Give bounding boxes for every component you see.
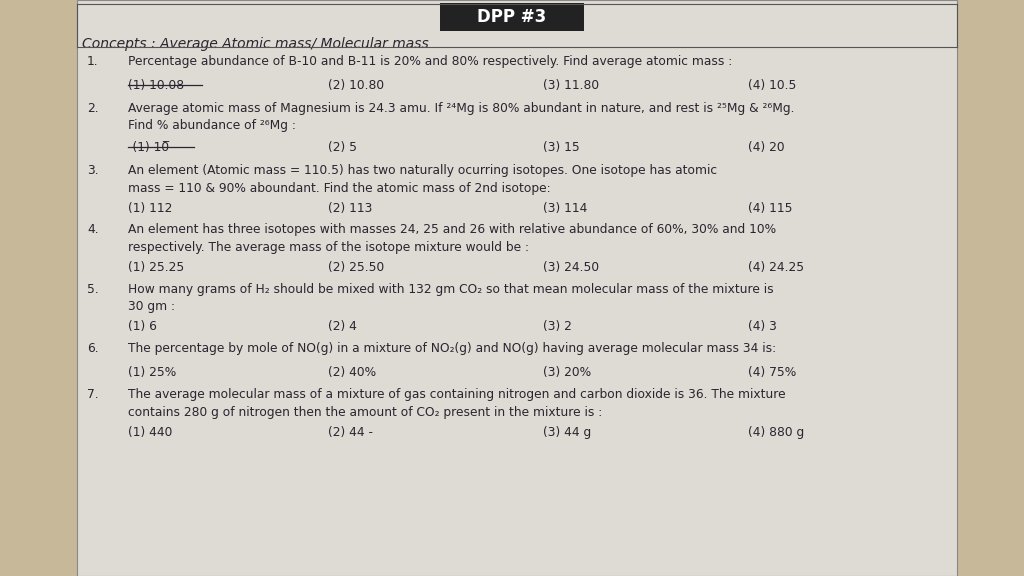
FancyBboxPatch shape (77, 0, 957, 576)
Text: (1) 440: (1) 440 (128, 426, 172, 439)
Text: (1) 6: (1) 6 (128, 320, 157, 334)
Text: (2) 113: (2) 113 (328, 202, 372, 215)
Text: (1) 10.08: (1) 10.08 (128, 79, 184, 92)
Text: (3) 24.50: (3) 24.50 (543, 261, 599, 274)
Text: (3) 114: (3) 114 (543, 202, 587, 215)
Text: (1) 112: (1) 112 (128, 202, 172, 215)
Text: -(1) 10̅: -(1) 10̅ (128, 141, 169, 154)
Text: Average atomic mass of Magnesium is 24.3 amu. If ²⁴Mg is 80% abundant in nature,: Average atomic mass of Magnesium is 24.3… (128, 102, 795, 132)
Text: (2) 10.80: (2) 10.80 (328, 79, 384, 92)
Text: The percentage by mole of NO(g) in a mixture of NO₂(g) and NO(g) having average : The percentage by mole of NO(g) in a mix… (128, 342, 776, 355)
Text: (1) 25%: (1) 25% (128, 366, 176, 380)
Text: 3.: 3. (87, 164, 98, 177)
Text: (4) 75%: (4) 75% (748, 366, 796, 380)
Text: An element (Atomic mass = 110.5) has two naturally ocurring isotopes. One isotop: An element (Atomic mass = 110.5) has two… (128, 164, 717, 195)
Text: (2) 44 -: (2) 44 - (328, 426, 373, 439)
Text: An element has three isotopes with masses 24, 25 and 26 with relative abundance : An element has three isotopes with masse… (128, 223, 776, 254)
Text: 7.: 7. (87, 388, 98, 401)
Text: (3) 15: (3) 15 (543, 141, 580, 154)
Text: (2) 25.50: (2) 25.50 (328, 261, 384, 274)
Text: (4) 3: (4) 3 (748, 320, 776, 334)
Text: 5.: 5. (87, 283, 98, 296)
Text: DPP #3: DPP #3 (477, 7, 547, 26)
Text: (4) 24.25: (4) 24.25 (748, 261, 804, 274)
Text: (1) 25.25: (1) 25.25 (128, 261, 184, 274)
Text: Concepts : Average Atomic mass/ Molecular mass: Concepts : Average Atomic mass/ Molecula… (82, 37, 429, 51)
Text: (2) 40%: (2) 40% (328, 366, 376, 380)
Text: (4) 20: (4) 20 (748, 141, 784, 154)
Text: (3) 2: (3) 2 (543, 320, 571, 334)
Text: (3) 11.80: (3) 11.80 (543, 79, 599, 92)
Text: 6.: 6. (87, 342, 98, 355)
Text: (4) 880 g: (4) 880 g (748, 426, 804, 439)
Text: (3) 20%: (3) 20% (543, 366, 591, 380)
Text: 2.: 2. (87, 102, 98, 115)
Text: (4) 10.5: (4) 10.5 (748, 79, 796, 92)
Text: The average molecular mass of a mixture of gas containing nitrogen and carbon di: The average molecular mass of a mixture … (128, 388, 785, 419)
Text: 4.: 4. (87, 223, 98, 237)
Text: 1.: 1. (87, 55, 98, 68)
Text: (3) 44 g: (3) 44 g (543, 426, 591, 439)
Text: (2) 5: (2) 5 (328, 141, 356, 154)
Text: How many grams of H₂ should be mixed with 132 gm CO₂ so that mean molecular mass: How many grams of H₂ should be mixed wit… (128, 283, 773, 313)
FancyBboxPatch shape (440, 3, 584, 31)
Text: (4) 115: (4) 115 (748, 202, 792, 215)
Text: (2) 4: (2) 4 (328, 320, 356, 334)
Text: Percentage abundance of B-10 and B-11 is 20% and 80% respectively. Find average : Percentage abundance of B-10 and B-11 is… (128, 55, 732, 68)
